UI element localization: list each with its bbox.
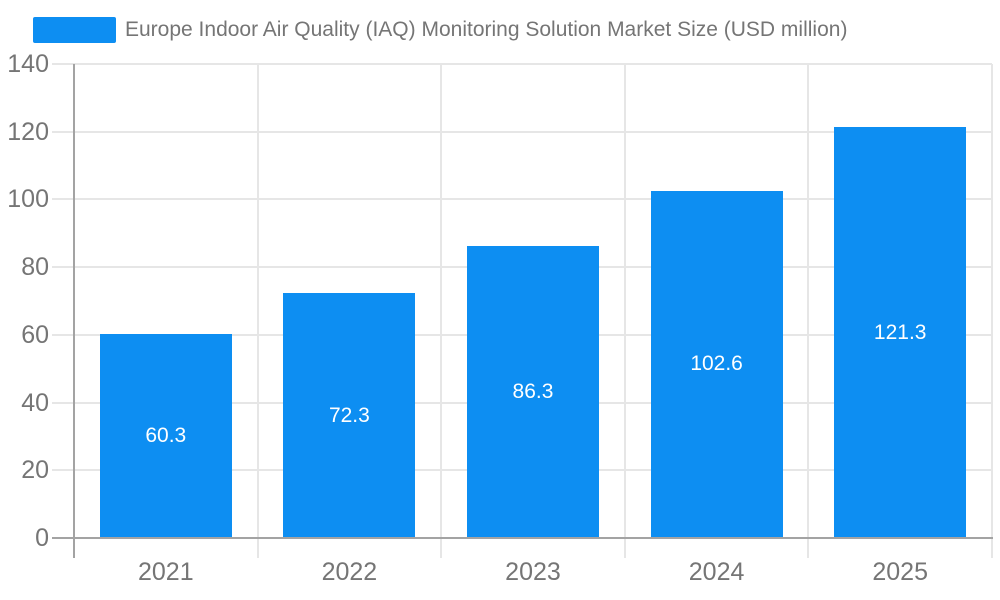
bar-value-label: 72.3: [328, 403, 370, 427]
y-axis-tick-label: 80: [21, 253, 49, 282]
x-axis-line: [52, 537, 993, 539]
y-axis-tick-label: 100: [7, 185, 49, 214]
x-axis-tick-label-2021: 2021: [137, 558, 194, 586]
x-axis-tick-label-2022: 2022: [321, 558, 378, 586]
x-gridline: [256, 64, 259, 558]
bar-value-label: 121.3: [873, 320, 927, 344]
legend[interactable]: Europe Indoor Air Quality (IAQ) Monitori…: [33, 17, 847, 43]
x-axis-tick-label-2024: 2024: [688, 558, 745, 586]
legend-swatch: [33, 17, 116, 43]
x-gridline: [623, 64, 626, 558]
y-axis-tick-label: 40: [21, 388, 49, 417]
y-gridline: [52, 63, 992, 65]
bar-value-label: 102.6: [690, 352, 743, 376]
x-gridline: [807, 64, 810, 558]
bar-2022[interactable]: 72.3: [283, 293, 416, 538]
bar-2023[interactable]: 86.3: [466, 245, 600, 538]
y-axis-tick-label: 120: [7, 117, 49, 146]
bar-2025[interactable]: 121.3: [834, 127, 967, 538]
y-axis-tick-label: 0: [35, 524, 49, 552]
y-axis-tick-label: 20: [21, 456, 49, 485]
x-axis-tick-label-2025: 2025: [872, 558, 928, 586]
x-axis-tick-label-2023: 2023: [505, 558, 561, 586]
y-axis-line: [73, 64, 75, 558]
y-gridline: [52, 198, 992, 201]
bar-2021[interactable]: 60.3: [99, 333, 232, 538]
y-axis-tick-label: 60: [21, 320, 49, 349]
bar-value-label: 86.3: [512, 379, 554, 403]
chart-title: Europe Indoor Air Quality (IAQ) Monitori…: [125, 18, 848, 41]
x-gridline: [440, 64, 443, 558]
y-axis-tick-label: 140: [7, 50, 49, 78]
x-gridline: [991, 64, 993, 558]
bar-value-label: 60.3: [145, 423, 187, 447]
y-gridline: [52, 130, 992, 133]
bar-2024[interactable]: 102.6: [650, 190, 783, 538]
